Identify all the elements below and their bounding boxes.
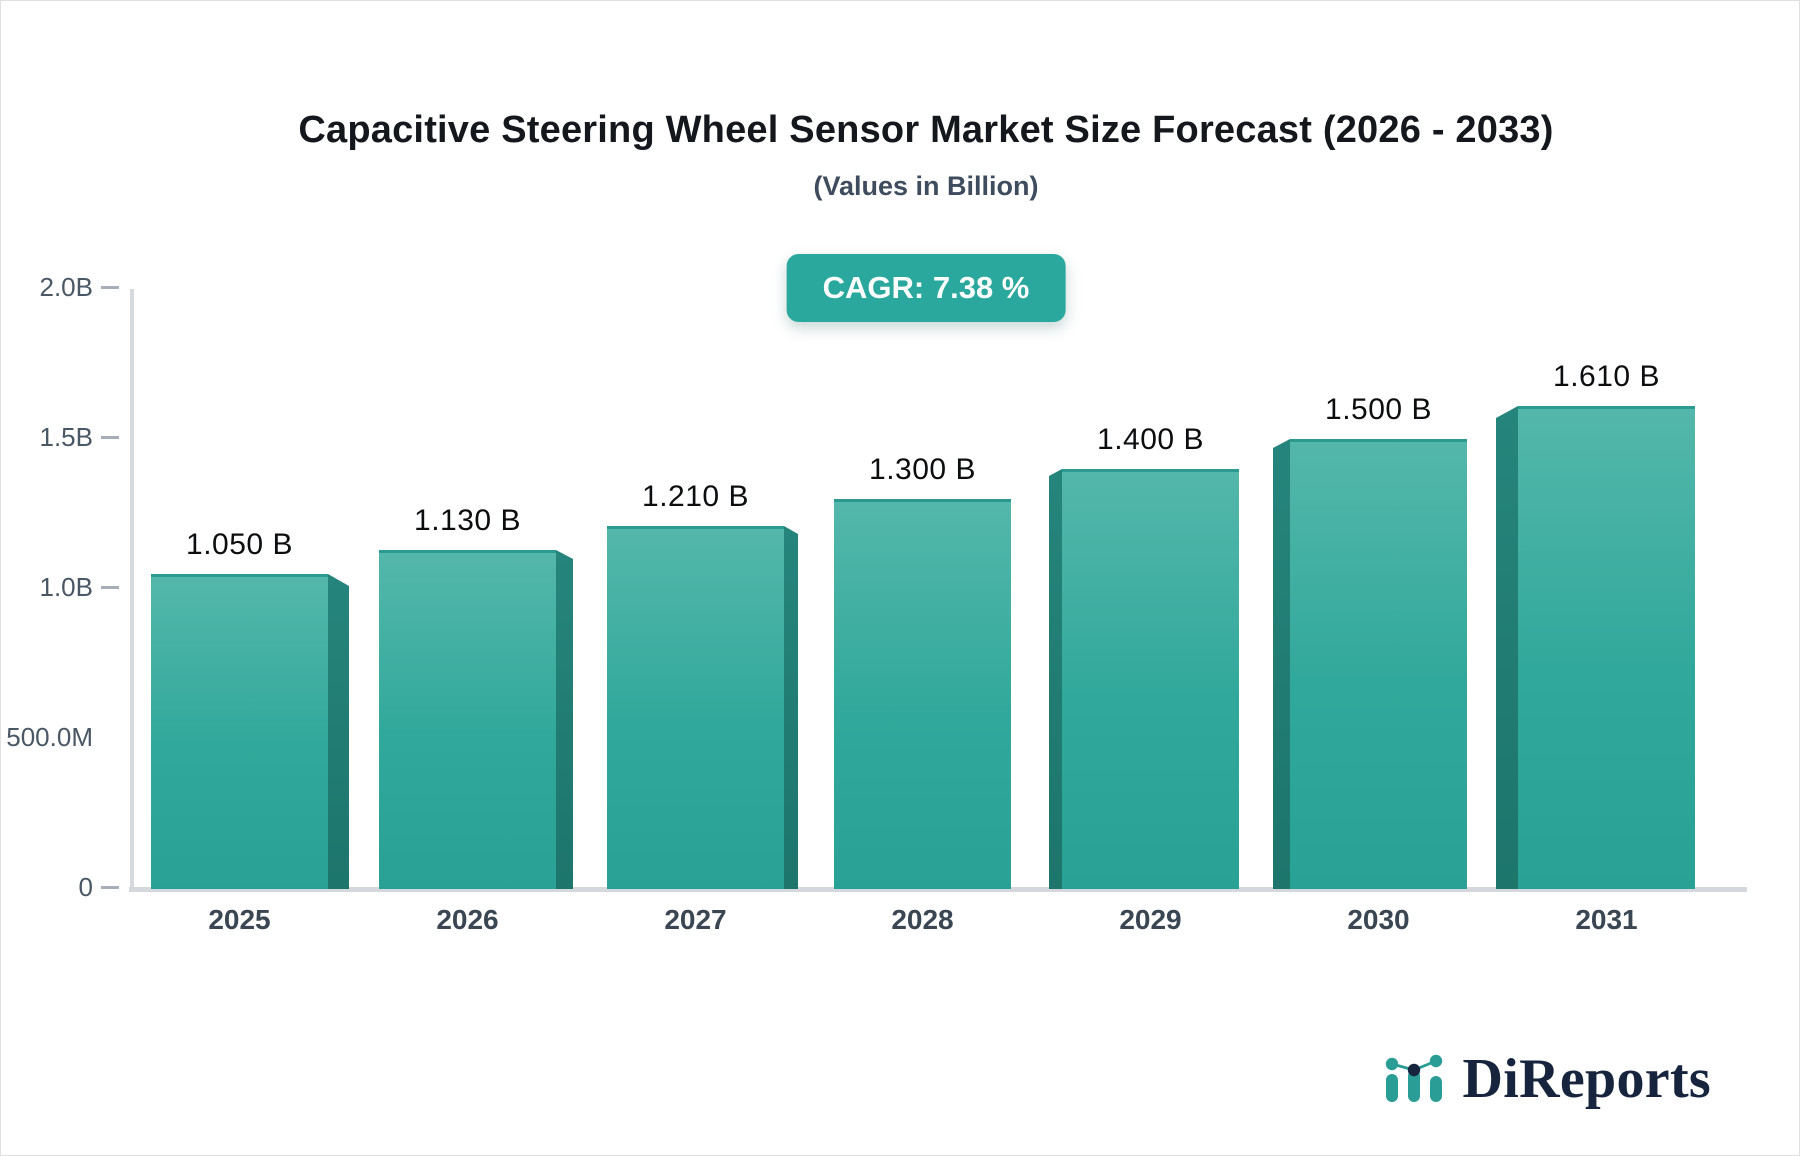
y-tick-dash [101, 886, 119, 889]
bar-face [1518, 406, 1695, 889]
bar-face [151, 574, 328, 889]
x-tick-label: 2030 [1347, 904, 1410, 935]
bar-value-label: 1.610 B [1553, 360, 1660, 393]
x-tick-label: 2027 [664, 904, 727, 935]
bar-value-label: 1.050 B [186, 528, 293, 561]
chart-title: Capacitive Steering Wheel Sensor Market … [298, 109, 1554, 151]
bar-line-chart-icon [1381, 1048, 1455, 1111]
y-axis-line [130, 289, 134, 891]
brand-logo: DiReports [1381, 1047, 1711, 1111]
bar-value-label: 1.300 B [869, 453, 976, 486]
bar-side [1496, 406, 1518, 889]
bar-side [556, 550, 573, 889]
bar-face [379, 550, 556, 889]
bar-side [1273, 439, 1290, 889]
x-tick-label: 2025 [208, 904, 271, 935]
bar-value-label: 1.210 B [642, 480, 749, 513]
y-tick-dash [101, 586, 119, 589]
bar-side [328, 574, 349, 889]
bar-side [1049, 469, 1062, 889]
bar-face [834, 499, 1011, 889]
y-tick-label: 0 [78, 872, 93, 902]
bar-value-label: 1.130 B [414, 504, 521, 537]
brand-logo-text: DiReports [1462, 1048, 1711, 1110]
bar-value-label: 1.500 B [1325, 393, 1432, 426]
x-tick-label: 2026 [436, 904, 499, 935]
x-tick-label: 2029 [1119, 904, 1182, 935]
y-tick-label: 500.0M [6, 722, 93, 752]
y-tick-dash [101, 286, 119, 289]
y-tick-label: 1.5B [39, 422, 94, 452]
y-tick-label: 2.0B [39, 272, 94, 302]
y-tick-dash [101, 436, 119, 439]
x-tick-label: 2028 [891, 904, 954, 935]
bar-face [1062, 469, 1239, 889]
y-tick-label: 1.0B [39, 572, 94, 602]
bar-face [607, 526, 784, 889]
bar-face [1290, 439, 1467, 889]
x-tick-label: 2031 [1575, 904, 1638, 935]
bar-side [784, 526, 798, 889]
bar-value-label: 1.400 B [1097, 423, 1204, 456]
chart-subtitle: (Values in Billion) [813, 171, 1039, 201]
x-axis-baseline [129, 887, 1747, 892]
cagr-badge: CAGR: 7.38 % [786, 254, 1066, 322]
